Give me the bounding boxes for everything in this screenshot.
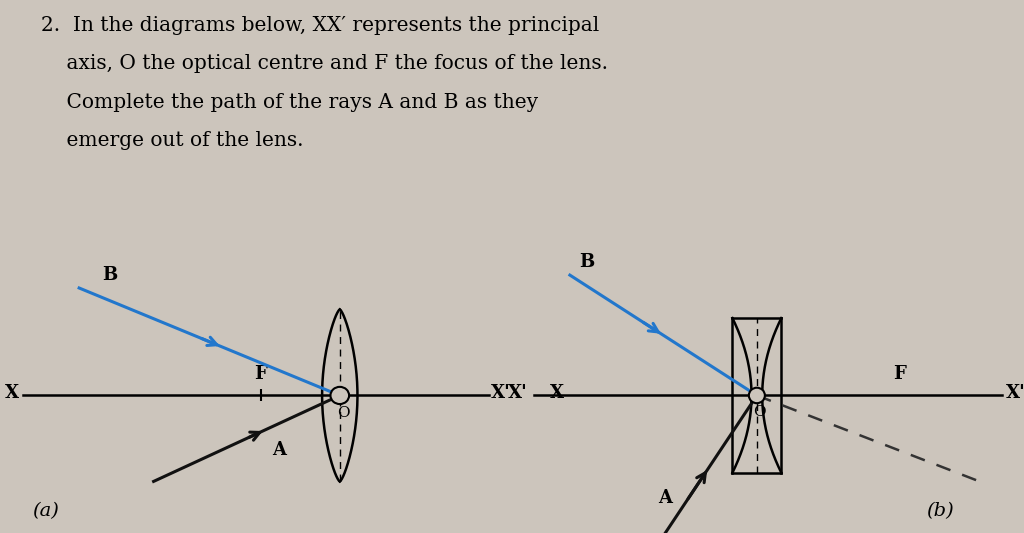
Text: X: X — [4, 384, 18, 402]
Text: (b): (b) — [926, 502, 953, 520]
Circle shape — [331, 387, 349, 404]
Text: (a): (a) — [33, 502, 59, 520]
Text: 2.  In the diagrams below, XX′ represents the principal: 2. In the diagrams below, XX′ represents… — [41, 16, 599, 35]
Text: axis, O the optical centre and F the focus of the lens.: axis, O the optical centre and F the foc… — [41, 54, 608, 74]
Text: X: X — [550, 384, 564, 402]
Text: A: A — [272, 441, 287, 458]
Text: O: O — [753, 405, 765, 419]
Text: O: O — [337, 406, 350, 420]
Text: F: F — [254, 366, 267, 383]
Text: B: B — [579, 253, 594, 271]
Text: B: B — [102, 265, 118, 284]
Text: X': X' — [1007, 384, 1024, 402]
Text: X': X' — [508, 384, 527, 402]
Text: F: F — [893, 366, 906, 383]
Circle shape — [749, 387, 765, 403]
Text: Complete the path of the rays A and B as they: Complete the path of the rays A and B as… — [41, 93, 538, 112]
Text: A: A — [658, 489, 673, 507]
Text: X': X' — [492, 384, 511, 402]
Text: emerge out of the lens.: emerge out of the lens. — [41, 131, 303, 150]
